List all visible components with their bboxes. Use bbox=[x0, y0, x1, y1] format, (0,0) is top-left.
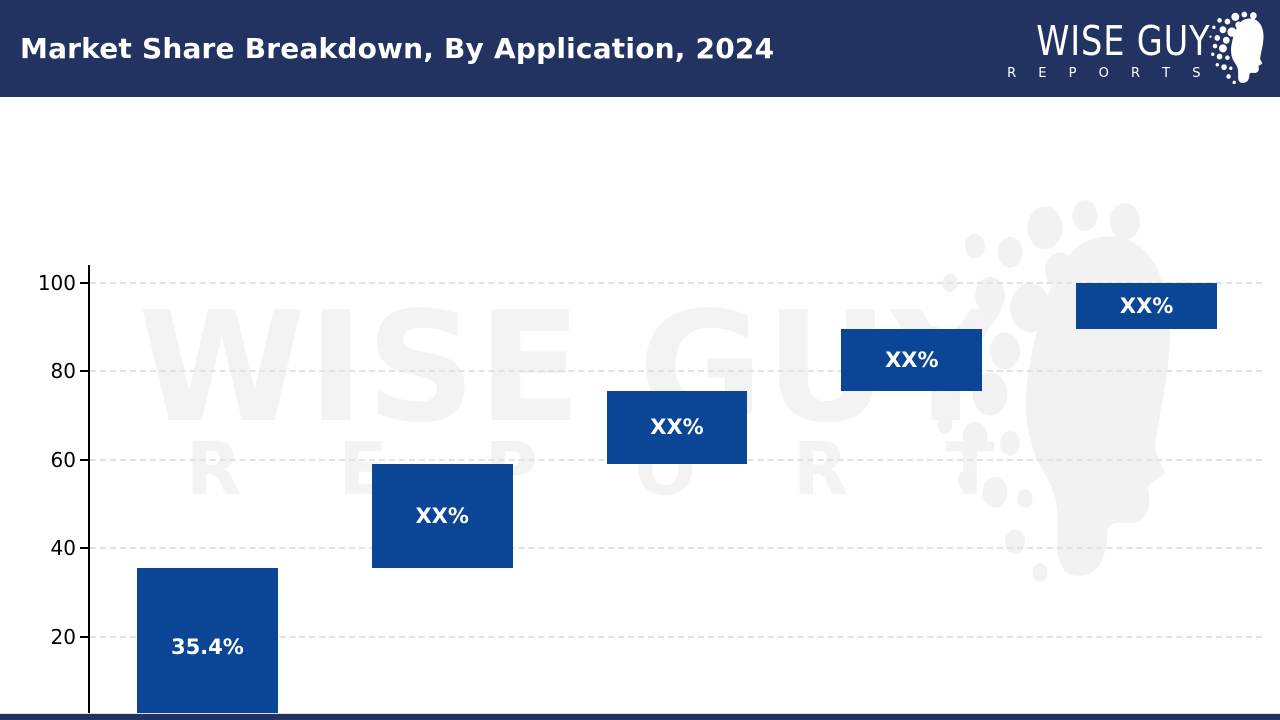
page-title: Market Share Breakdown, By Application, … bbox=[20, 32, 775, 65]
waterfall-bar bbox=[136, 568, 278, 720]
plot-region: 02040608010035.4%Food and BeveragesXX%Ph… bbox=[38, 265, 1262, 720]
brand-name: WISE GUY bbox=[1035, 17, 1210, 65]
y-tick-mark bbox=[80, 635, 88, 638]
footer-bar bbox=[0, 714, 1280, 720]
brand-logo: WISE GUY R E P O R T S bbox=[998, 6, 1268, 92]
gridline bbox=[90, 370, 1262, 373]
y-tick-label: 80 bbox=[50, 359, 76, 384]
y-tick-mark bbox=[80, 370, 88, 373]
brand-subtitle: R E P O R T S bbox=[1007, 66, 1210, 81]
brand-head-icon bbox=[1209, 11, 1264, 85]
waterfall-bar bbox=[606, 390, 748, 465]
bar-value-label: 35.4% bbox=[170, 634, 244, 659]
y-tick-mark bbox=[80, 458, 88, 461]
chart-area: WISE GUY R E P O R T S 02040608010035.4%… bbox=[0, 97, 1280, 720]
y-tick-label: 40 bbox=[50, 536, 76, 561]
y-tick-label: 20 bbox=[50, 624, 76, 649]
waterfall-bar bbox=[1076, 282, 1218, 329]
waterfall-bar bbox=[841, 328, 983, 391]
bar-value-label: XX% bbox=[650, 415, 704, 440]
gridline bbox=[90, 281, 1262, 284]
y-tick-mark bbox=[80, 281, 88, 284]
gridline bbox=[90, 547, 1262, 550]
y-tick-mark bbox=[80, 547, 88, 550]
gridline bbox=[90, 635, 1262, 638]
header-banner: Market Share Breakdown, By Application, … bbox=[0, 0, 1280, 97]
y-tick-label: 60 bbox=[50, 447, 76, 472]
bar-value-label: XX% bbox=[885, 347, 939, 372]
footer-divider bbox=[0, 713, 1280, 714]
y-tick-label: 100 bbox=[37, 270, 76, 295]
bar-value-label: XX% bbox=[1119, 293, 1174, 318]
waterfall-bar bbox=[371, 464, 513, 569]
bar-value-label: XX% bbox=[415, 504, 469, 529]
brand-logo-text: WISE GUY R E P O R T S bbox=[998, 17, 1210, 81]
